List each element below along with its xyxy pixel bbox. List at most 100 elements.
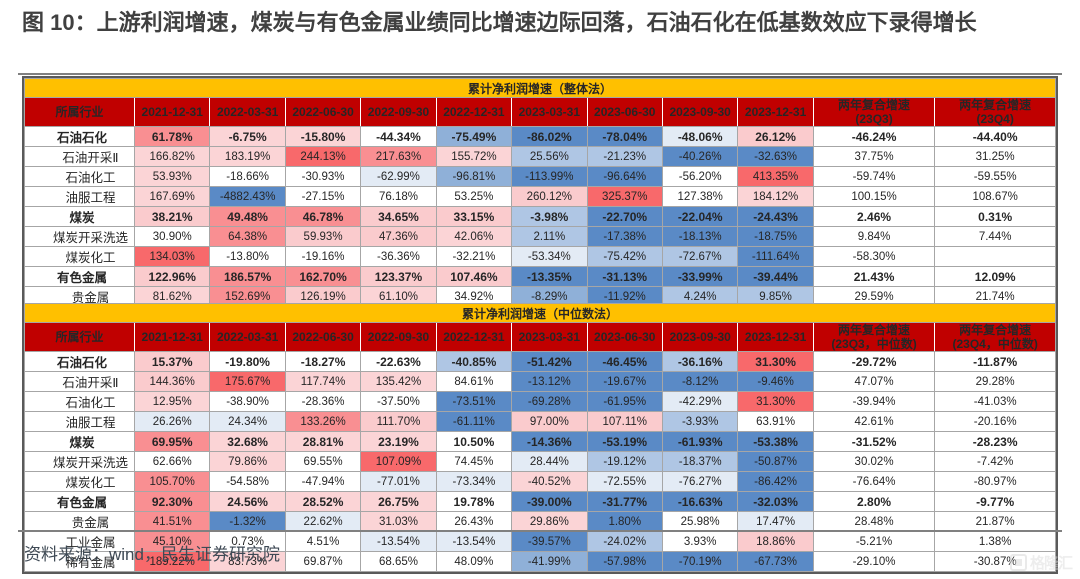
header-cell-date: 2023-09-30 xyxy=(661,97,739,127)
row-value-cell: 38.21% xyxy=(133,206,211,227)
row-value-cell: 42.61% xyxy=(812,411,936,432)
row-value-cell: 24.56% xyxy=(209,491,286,512)
header-cell-cagr: 两年复合增速 (23Q3，中位数) xyxy=(812,322,936,352)
row-value-cell: 108.67% xyxy=(934,186,1056,207)
row-value-cell: 34.92% xyxy=(435,286,513,307)
row-value-cell: 22.62% xyxy=(284,511,362,532)
table-overall-method: 累计净利润增速（整体法） 所属行业 2021-12-31 2022-03-31 2022… xyxy=(24,78,1056,347)
row-value-cell: 100.15% xyxy=(812,186,936,207)
row-value-cell: 21.87% xyxy=(934,511,1056,532)
row-industry-name: 有色金属 xyxy=(24,266,135,287)
header-cell-industry: 所属行业 xyxy=(24,97,135,127)
row-value-cell: 31.30% xyxy=(737,391,814,412)
top-divider xyxy=(18,73,1062,75)
row-value-cell: -11.92% xyxy=(586,286,663,307)
row-value-cell: 2.46% xyxy=(812,206,936,227)
row-value-cell: 162.70% xyxy=(284,266,362,287)
table-row: 煤炭化工 105.70% -54.58% -47.94% -77.01% -73.34% -… xyxy=(24,471,1056,492)
row-value-cell: -32.21% xyxy=(435,246,513,267)
row-industry-name: 石油石化 xyxy=(24,126,135,147)
header-cell-date: 2023-09-30 xyxy=(661,322,739,352)
row-value-cell: 48.09% xyxy=(435,551,513,572)
table-banner-label: 累计净利润增速（整体法） xyxy=(24,78,1056,98)
header-cell-date: 2023-06-30 xyxy=(586,322,663,352)
row-value-cell: 61.10% xyxy=(360,286,437,307)
row-value-cell: 17.47% xyxy=(737,511,814,532)
row-value-cell: -18.66% xyxy=(209,166,286,187)
row-value-cell: -27.15% xyxy=(284,186,362,207)
row-value-cell: -113.99% xyxy=(511,166,588,187)
header-cell-date: 2022-09-30 xyxy=(360,322,437,352)
row-value-cell: 107.46% xyxy=(435,266,513,287)
row-value-cell: -36.16% xyxy=(661,351,739,372)
row-value-cell: 0.73% xyxy=(209,531,286,552)
row-value-cell: -53.19% xyxy=(586,431,663,452)
row-value-cell: 69.55% xyxy=(284,451,362,472)
row-value-cell: 260.12% xyxy=(511,186,588,207)
row-value-cell: 217.63% xyxy=(360,146,437,167)
row-value-cell: 189.22% xyxy=(133,551,211,572)
row-value-cell: -14.36% xyxy=(511,431,588,452)
row-value-cell: -40.26% xyxy=(661,146,739,167)
row-value-cell: -69.28% xyxy=(511,391,588,412)
row-value-cell: 63.91% xyxy=(737,411,814,432)
row-value-cell: -19.12% xyxy=(586,451,663,472)
row-value-cell: -42.29% xyxy=(661,391,739,412)
row-value-cell xyxy=(934,246,1056,267)
row-value-cell: 19.78% xyxy=(435,491,513,512)
row-value-cell: 53.93% xyxy=(133,166,211,187)
row-value-cell: 41.51% xyxy=(133,511,211,532)
row-value-cell: -19.16% xyxy=(284,246,362,267)
row-value-cell: 83.73% xyxy=(209,551,286,572)
row-value-cell: -22.04% xyxy=(661,206,739,227)
row-value-cell: 18.86% xyxy=(737,531,814,552)
header-cell-cagr: 两年复合增速 (23Q4) xyxy=(934,97,1056,127)
row-value-cell: 7.44% xyxy=(934,226,1056,247)
row-value-cell: -47.94% xyxy=(284,471,362,492)
row-value-cell: 186.57% xyxy=(209,266,286,287)
row-value-cell: 123.37% xyxy=(360,266,437,287)
row-industry-name: 贵金属 xyxy=(24,286,135,307)
row-value-cell: 135.42% xyxy=(360,371,437,392)
row-value-cell: 12.95% xyxy=(133,391,211,412)
table-row: 贵金属 41.51% -1.32% 22.62% 31.03% 26.43% 29.86% 1… xyxy=(24,511,1056,532)
table-row: 工业金属 45.10% 0.73% 4.51% -13.54% -13.54% -39.57… xyxy=(24,531,1056,552)
row-value-cell: 15.37% xyxy=(133,351,211,372)
row-value-cell: -39.00% xyxy=(511,491,588,512)
row-value-cell: -32.63% xyxy=(737,146,814,167)
row-value-cell: -28.23% xyxy=(934,431,1056,452)
row-industry-name: 石油开采Ⅱ xyxy=(24,371,135,392)
row-value-cell: -53.38% xyxy=(737,431,814,452)
table-banner-row: 累计净利润增速（整体法） xyxy=(24,78,1056,98)
row-value-cell: -31.52% xyxy=(812,431,936,452)
row-value-cell: -51.42% xyxy=(511,351,588,372)
row-value-cell: -41.99% xyxy=(511,551,588,572)
row-value-cell: -18.37% xyxy=(661,451,739,472)
bottom-divider xyxy=(18,530,1062,532)
row-value-cell: -15.80% xyxy=(284,126,362,147)
header-cell-date: 2021-12-31 xyxy=(133,322,211,352)
row-value-cell: 105.70% xyxy=(133,471,211,492)
row-value-cell: 34.65% xyxy=(360,206,437,227)
row-value-cell: 2.80% xyxy=(812,491,936,512)
table-row: 稀有金属 189.22% 83.73% 69.87% 68.65% 48.09% -41.9… xyxy=(24,551,1056,572)
row-value-cell: -32.03% xyxy=(737,491,814,512)
row-value-cell: 29.59% xyxy=(812,286,936,307)
watermark-label: 格隆汇 xyxy=(1029,555,1073,572)
row-value-cell: -86.02% xyxy=(511,126,588,147)
row-value-cell: -39.44% xyxy=(737,266,814,287)
row-value-cell: 61.78% xyxy=(133,126,211,147)
figure-title: 图 10：上游利润增速，煤炭与有色金属业绩同比增速边际回落，石油石化在低基数效应… xyxy=(22,10,977,35)
row-value-cell: -31.77% xyxy=(586,491,663,512)
row-value-cell: 3.93% xyxy=(661,531,739,552)
table-row: 有色金属 122.96% 186.57% 162.70% 123.37% 107.46% -… xyxy=(24,266,1056,287)
row-value-cell: -29.10% xyxy=(812,551,936,572)
row-value-cell: -13.35% xyxy=(511,266,588,287)
row-value-cell: -6.75% xyxy=(209,126,286,147)
row-value-cell: 26.12% xyxy=(737,126,814,147)
row-value-cell: 133.26% xyxy=(284,411,362,432)
row-value-cell: 183.19% xyxy=(209,146,286,167)
row-value-cell: -58.30% xyxy=(812,246,936,267)
row-value-cell: -80.97% xyxy=(934,471,1056,492)
row-value-cell: -111.64% xyxy=(737,246,814,267)
